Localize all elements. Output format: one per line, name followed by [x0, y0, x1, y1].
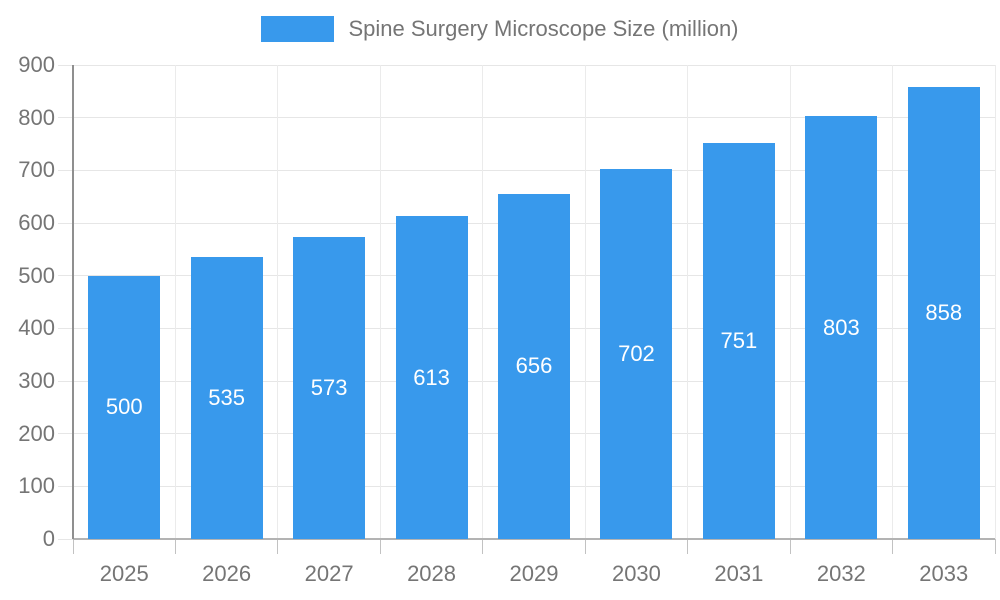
bar-2029[interactable] [498, 193, 570, 539]
x-axis-category-label: 2025 [99, 561, 149, 586]
bar-2032[interactable] [805, 116, 878, 539]
x-axis-tick [892, 539, 894, 554]
bar-value-label: 500 [105, 394, 143, 420]
x-axis-tick [687, 539, 689, 554]
x-gridline [687, 65, 689, 539]
x-axis-category-label: 2032 [816, 561, 866, 586]
y-axis-tick-label: 0 [42, 526, 55, 551]
x-gridline [379, 65, 381, 539]
x-gridline [584, 65, 586, 539]
y-axis-line [72, 65, 74, 539]
x-gridline [174, 65, 176, 539]
y-gridline [58, 169, 995, 171]
y-axis-tick-label: 500 [18, 262, 55, 288]
y-axis-tick-label: 400 [18, 315, 55, 341]
x-axis-category-label: 2030 [611, 561, 661, 586]
plot-area: 0 100 200 300 400 500 600 700 800 900 500 2025 535 20… [18, 53, 996, 586]
bar-value-label: 613 [413, 364, 450, 390]
x-axis-category-label: 2029 [509, 561, 559, 586]
x-gridline [789, 65, 791, 539]
x-axis-category-label: 2031 [714, 561, 764, 586]
bar-2030[interactable] [600, 169, 673, 539]
x-gridline [277, 65, 279, 539]
y-axis-tick-label: 600 [18, 210, 55, 235]
bar-value-label: 573 [310, 375, 348, 401]
legend-label: Spine Surgery Microscope Size (million) [348, 16, 739, 41]
y-gridline [58, 64, 995, 66]
bar-value-label: 702 [618, 341, 655, 367]
x-axis-line [73, 538, 995, 540]
y-axis-tick-label: 200 [18, 420, 55, 446]
x-axis-category-label: 2028 [407, 561, 457, 586]
x-gridline [994, 65, 996, 539]
legend[interactable]: Spine Surgery Microscope Size (million) [0, 16, 1000, 42]
x-axis-tick [994, 539, 996, 554]
x-axis-tick [379, 539, 381, 554]
y-axis-tick-label: 300 [18, 368, 55, 393]
bar-2027[interactable] [293, 237, 366, 539]
bar-2033[interactable] [907, 87, 980, 539]
bar-value-label: 803 [822, 314, 860, 340]
bar-2025[interactable] [88, 275, 161, 539]
x-axis-tick [584, 539, 586, 554]
bar-2031[interactable] [702, 143, 775, 539]
bar-2028[interactable] [395, 216, 468, 539]
bar-2026[interactable] [190, 257, 263, 539]
x-axis-tick [174, 539, 176, 554]
x-axis-category-label: 2027 [304, 561, 354, 586]
x-axis-tick [277, 539, 279, 554]
y-tick [58, 538, 73, 540]
x-axis-tick [789, 539, 791, 554]
x-axis-category-label: 2033 [919, 561, 969, 586]
y-axis-tick-label: 800 [18, 104, 55, 130]
x-gridline [892, 65, 894, 539]
y-axis-tick-label: 900 [18, 52, 55, 77]
bar-value-label: 858 [925, 300, 963, 326]
x-axis-category-label: 2026 [202, 561, 252, 586]
y-axis-tick-label: 100 [18, 473, 55, 499]
y-gridline [58, 117, 995, 119]
y-axis-tick-label: 700 [18, 157, 55, 183]
bar-value-label: 535 [208, 385, 246, 411]
bar-value-label: 751 [720, 328, 758, 354]
legend-swatch [261, 16, 335, 42]
x-axis-tick [482, 539, 484, 554]
bar-value-label: 656 [515, 353, 553, 379]
x-gridline [482, 65, 484, 539]
x-axis-tick [72, 539, 74, 554]
